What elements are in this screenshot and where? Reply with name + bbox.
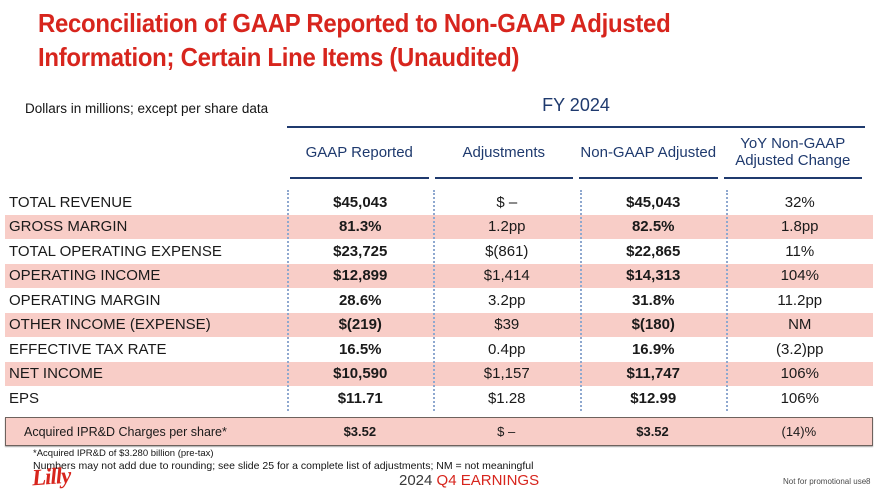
cell-yoy: 104% (780, 267, 819, 285)
column-divider (287, 190, 289, 411)
slide-title-line1: Reconciliation of GAAP Reported to Non-G… (38, 8, 671, 38)
cell-yoy: 32% (784, 193, 815, 211)
column-header-adjustments: Adjustments (434, 131, 573, 179)
row-label: EFFECTIVE TAX RATE (9, 340, 167, 358)
slide-title-line2: Information; Certain Line Items (Unaudit… (38, 42, 520, 72)
cell-gaap: $3.52 (343, 424, 377, 439)
cell-gaap: $11.71 (337, 389, 383, 407)
column-header-gaap-reported: GAAP Reported (290, 131, 429, 179)
column-header-label: YoY Non-GAAP Adjusted Change (735, 135, 851, 169)
cell-yoy: (14)% (781, 424, 817, 439)
cell-yoy: 106% (780, 389, 819, 407)
earnings-footer: 2024 Q4 EARNINGS (399, 472, 539, 489)
acquired-iprd-row: Acquired IPR&D Charges per share* $3.52 … (5, 417, 873, 446)
cell-non-gaap: $11,747 (626, 365, 680, 383)
cell-non-gaap: 16.9% (631, 340, 675, 358)
row-label: OPERATING MARGIN (9, 291, 161, 309)
cell-yoy: (3.2)pp (775, 340, 824, 358)
cell-gaap: $23,725 (333, 242, 388, 260)
column-divider (579, 190, 582, 411)
table-row-gross-margin: GROSS MARGIN 81.3% 1.2pp 82.5% 1.8pp (5, 214, 873, 239)
column-divider (433, 190, 435, 411)
row-label: TOTAL OPERATING EXPENSE (9, 242, 222, 260)
table-row-net-income: NET INCOME $10,590 $1,157 $11,747 106% (5, 361, 873, 386)
cell-gaap: 16.5% (338, 340, 382, 358)
lilly-logo: Lilly (31, 462, 72, 491)
cell-non-gaap: $(180) (631, 316, 675, 334)
cell-non-gaap: $14,313 (626, 267, 681, 285)
table-row-eps: EPS $11.71 $1.28 $12.99 106% (5, 386, 873, 411)
cell-adjustments: $1,157 (483, 365, 530, 383)
row-label: Acquired IPR&D Charges per share* (24, 424, 227, 439)
slide-title: Reconciliation of GAAP Reported to Non-G… (38, 6, 671, 74)
cell-gaap: $45,043 (333, 193, 388, 211)
cell-gaap: 28.6% (338, 291, 382, 309)
column-header-label: Non-GAAP Adjusted (580, 143, 717, 161)
cell-yoy: 106% (780, 365, 819, 383)
cell-yoy: 11.2pp (777, 291, 823, 309)
cell-adjustments: $39 (494, 316, 520, 334)
cell-adjustments: $1,414 (483, 267, 530, 285)
cell-adjustments: 0.4pp (487, 340, 526, 358)
footnote-rounding: Numbers may not add due to rounding; see… (33, 460, 534, 472)
row-label: EPS (9, 389, 40, 407)
cell-non-gaap: 31.8% (631, 291, 675, 309)
column-header-yoy-change: YoY Non-GAAP Adjusted Change (723, 131, 862, 179)
column-headers: GAAP Reported Adjustments Non-GAAP Adjus… (287, 131, 865, 179)
earnings-year: 2024 (399, 472, 433, 489)
earnings-label: Q4 EARNINGS (436, 472, 540, 489)
cell-non-gaap: $3.52 (636, 424, 669, 439)
cell-gaap: $12,899 (333, 267, 388, 285)
cell-adjustments: 1.2pp (487, 218, 526, 236)
cell-non-gaap: 82.5% (631, 218, 675, 236)
page-number: 8 (866, 477, 871, 486)
units-note: Dollars in millions; except per share da… (25, 101, 269, 116)
cell-adjustments: $ – (496, 193, 518, 211)
row-label: OPERATING INCOME (9, 267, 161, 285)
footnote-acquired-iprd: *Acquired IPR&D of $3.280 billion (pre-t… (33, 448, 214, 459)
cell-gaap: 81.3% (338, 218, 382, 236)
period-underline (287, 126, 865, 128)
row-label: TOTAL REVENUE (9, 193, 133, 211)
column-header-label: Adjustments (462, 143, 546, 161)
period-header: FY 2024 (542, 95, 610, 115)
cell-gaap: $10,590 (333, 365, 388, 383)
table-row-operating-margin: OPERATING MARGIN 28.6% 3.2pp 31.8% 11.2p… (5, 288, 873, 313)
cell-yoy: 11% (785, 242, 815, 260)
cell-yoy: NM (788, 316, 812, 334)
cell-adjustments: 3.2pp (487, 291, 526, 309)
table-row-total-operating-expense: TOTAL OPERATING EXPENSE $23,725 $(861) $… (5, 239, 873, 264)
column-header-label: GAAP Reported (305, 143, 413, 161)
cell-adjustments: $(861) (485, 242, 529, 260)
cell-adjustments: $ – (497, 424, 516, 439)
column-header-non-gaap-adjusted: Non-GAAP Adjusted (579, 131, 718, 179)
column-divider (726, 190, 728, 411)
cell-non-gaap: $12.99 (630, 389, 677, 407)
table-row-other-income-expense: OTHER INCOME (EXPENSE) $(219) $39 $(180)… (5, 312, 873, 337)
cell-gaap: $(219) (338, 316, 382, 334)
disclaimer-text: Not for promotional use (783, 477, 867, 486)
cell-non-gaap: $22,865 (626, 242, 681, 260)
row-label: OTHER INCOME (EXPENSE) (9, 316, 211, 334)
cell-adjustments: $1.28 (487, 389, 526, 407)
cell-non-gaap: $45,043 (626, 193, 681, 211)
table-row-effective-tax-rate: EFFECTIVE TAX RATE 16.5% 0.4pp 16.9% (3.… (5, 337, 873, 362)
row-label: NET INCOME (9, 365, 103, 383)
table-body: TOTAL REVENUE $45,043 $ – $45,043 32% GR… (5, 190, 873, 411)
row-label: GROSS MARGIN (9, 218, 128, 236)
table-row-total-revenue: TOTAL REVENUE $45,043 $ – $45,043 32% (5, 190, 873, 215)
table-row-operating-income: OPERATING INCOME $12,899 $1,414 $14,313 … (5, 263, 873, 288)
cell-yoy: 1.8pp (780, 218, 819, 236)
